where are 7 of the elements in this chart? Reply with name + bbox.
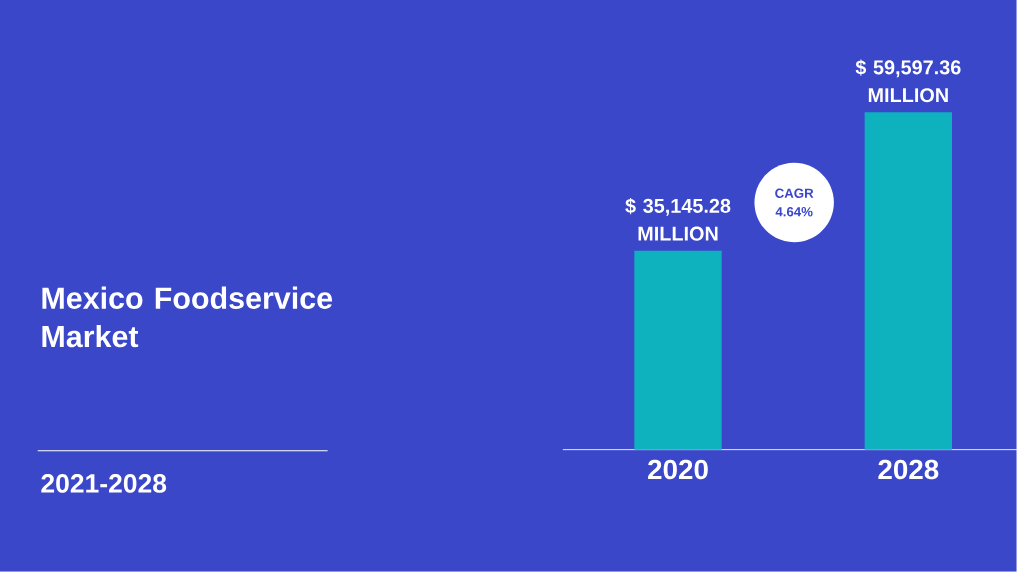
- data-label: $ 59,597.36 MILLION: [855, 59, 961, 103]
- x-tick-label: 2028: [878, 459, 939, 480]
- text: 2021-2028: [41, 474, 167, 493]
- annotation: CAGR 4.64%: [775, 188, 814, 217]
- x-tick-label: 2020: [648, 459, 708, 480]
- text: Mexico Foodservice Market: [42, 286, 333, 348]
- data-label: $ 35,145.28 MILLION: [625, 198, 731, 241]
